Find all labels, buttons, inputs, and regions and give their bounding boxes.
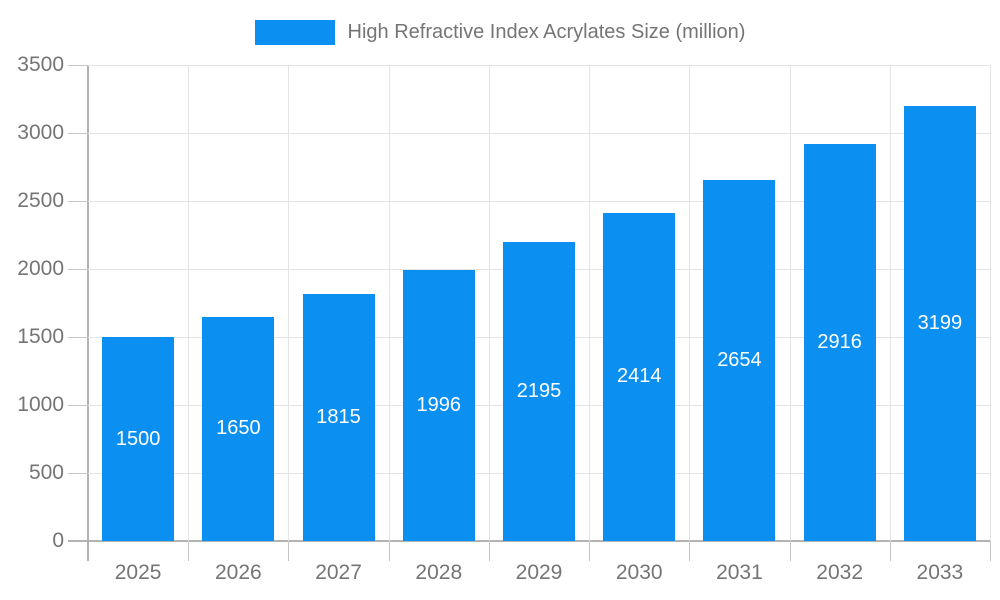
bar-value-label: 3199 bbox=[917, 311, 963, 334]
bar-value-label: 1996 bbox=[416, 393, 462, 416]
y-tick-label: 1500 bbox=[17, 325, 64, 348]
x-tick-label: 2031 bbox=[716, 561, 763, 584]
v-gridline bbox=[288, 65, 290, 541]
v-gridline bbox=[990, 65, 991, 541]
x-tick-mark bbox=[689, 541, 691, 561]
y-tick-mark bbox=[68, 473, 88, 474]
y-tick-label: 3000 bbox=[17, 121, 64, 144]
y-tick-label: 1000 bbox=[17, 393, 64, 416]
bar-value-label: 1815 bbox=[316, 406, 361, 429]
bar-2028[interactable]: 1996 bbox=[402, 269, 475, 541]
x-tick-label: 2027 bbox=[315, 561, 362, 584]
x-tick-mark bbox=[889, 541, 891, 561]
y-axis-line bbox=[87, 65, 89, 561]
x-tick-mark bbox=[288, 541, 290, 561]
bar-2026[interactable]: 1650 bbox=[202, 316, 275, 541]
v-gridline bbox=[589, 65, 591, 541]
y-tick-mark bbox=[68, 133, 88, 134]
x-tick-label: 2028 bbox=[415, 561, 463, 584]
x-tick-mark bbox=[990, 541, 991, 561]
x-tick-label: 2029 bbox=[515, 561, 563, 584]
y-tick-label: 2000 bbox=[17, 257, 64, 280]
bar-2031[interactable]: 2654 bbox=[703, 180, 776, 541]
x-tick-mark bbox=[488, 541, 490, 561]
x-tick-mark bbox=[188, 541, 190, 561]
bar-value-label: 2195 bbox=[516, 380, 562, 403]
bar-value-label: 1500 bbox=[115, 427, 161, 450]
x-tick-mark bbox=[388, 541, 390, 561]
v-gridline bbox=[789, 65, 791, 541]
bar-value-label: 2414 bbox=[616, 365, 662, 388]
x-tick-mark bbox=[589, 541, 591, 561]
y-tick-mark bbox=[68, 337, 88, 338]
y-tick-label: 0 bbox=[52, 529, 64, 552]
x-tick-label: 2025 bbox=[114, 561, 162, 584]
plot-area: 1500 1650 1815 1996 2195 2414 2654 2916 3199 bbox=[88, 65, 991, 541]
x-tick-label: 2032 bbox=[816, 561, 864, 584]
x-tick-mark bbox=[789, 541, 791, 561]
bar-2032[interactable]: 2916 bbox=[803, 144, 876, 541]
bar-2033[interactable]: 3199 bbox=[903, 105, 976, 541]
v-gridline bbox=[689, 65, 691, 541]
bar-2029[interactable]: 2195 bbox=[503, 242, 575, 541]
bar-2025[interactable]: 1500 bbox=[102, 337, 175, 541]
legend-swatch bbox=[254, 20, 335, 45]
y-tick-mark bbox=[68, 201, 88, 202]
bar-value-label: 2916 bbox=[817, 331, 862, 354]
v-gridline bbox=[488, 65, 490, 541]
h-gridline bbox=[88, 65, 990, 66]
y-tick-label: 2500 bbox=[17, 189, 64, 212]
bar-value-label: 1650 bbox=[216, 417, 261, 440]
x-tick-label: 2033 bbox=[916, 561, 964, 584]
x-tick-label: 2026 bbox=[214, 561, 262, 584]
h-gridline bbox=[88, 133, 990, 134]
y-tick-mark bbox=[68, 269, 88, 270]
x-tick-mark bbox=[88, 541, 89, 561]
y-tick-mark bbox=[68, 65, 88, 66]
y-tick-mark bbox=[68, 405, 88, 406]
legend-label: High Refractive Index Acrylates Size (mi… bbox=[347, 21, 746, 43]
h-gridline bbox=[88, 201, 990, 202]
legend[interactable]: High Refractive Index Acrylates Size (mi… bbox=[0, 20, 1000, 45]
bar-2030[interactable]: 2414 bbox=[603, 212, 676, 541]
bar-2027[interactable]: 1815 bbox=[302, 294, 375, 541]
y-tick-label: 500 bbox=[28, 461, 64, 484]
x-tick-label: 2030 bbox=[615, 561, 663, 584]
v-gridline bbox=[188, 65, 190, 541]
bar-value-label: 2654 bbox=[717, 349, 762, 372]
v-gridline bbox=[388, 65, 390, 541]
v-gridline bbox=[889, 65, 891, 541]
y-tick-label: 3500 bbox=[17, 53, 64, 76]
x-axis-line bbox=[68, 540, 990, 542]
